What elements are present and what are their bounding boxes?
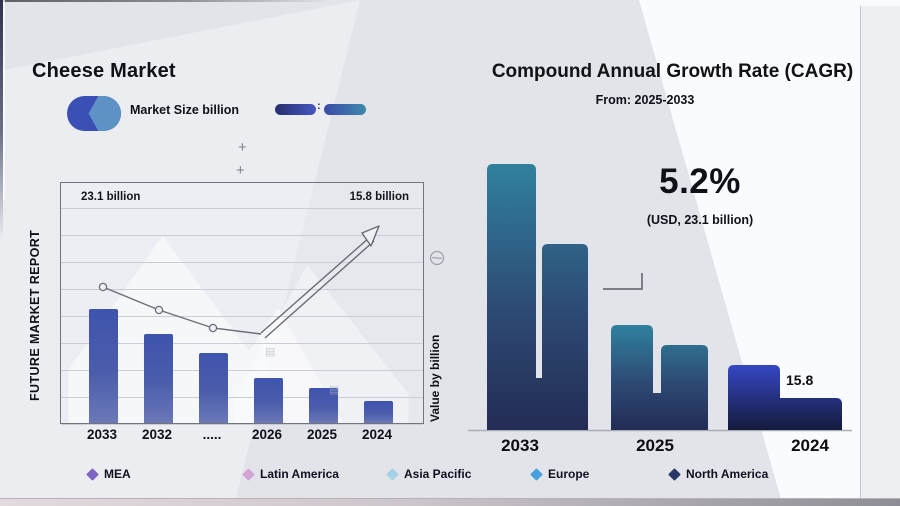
table-watermark-icon: ▤ bbox=[265, 346, 276, 358]
future-market-report-watermark: FUTURE MARKET REPORT bbox=[28, 229, 42, 402]
ratio-colon: : bbox=[317, 100, 321, 112]
x-axis-label: 2025 bbox=[636, 436, 674, 455]
right-chart-title: Compound Annual Growth Rate (CAGR) bbox=[491, 61, 854, 82]
x-axis-label: 2033 bbox=[86, 427, 118, 442]
legend-label: MEA bbox=[104, 467, 131, 481]
end-value-label: 15.8 billion bbox=[349, 191, 409, 203]
market-size-bar-chart: 23.1 billion 15.8 billion ▤ ▤ bbox=[60, 182, 424, 425]
legend-label: Latin America bbox=[260, 467, 339, 481]
legend-label: North America bbox=[686, 467, 769, 481]
corner-bracket-decoration bbox=[641, 273, 643, 289]
diamond-icon bbox=[242, 468, 255, 481]
pair-2025 bbox=[611, 325, 708, 430]
circle-minus-icon bbox=[429, 250, 445, 266]
plus-mark-icon: + bbox=[236, 162, 245, 179]
background-right-band bbox=[860, 6, 900, 499]
bar-2024 bbox=[364, 401, 393, 423]
legend-label: Europe bbox=[548, 467, 590, 481]
bar-2033 bbox=[89, 309, 118, 423]
x-axis-label: 2033 bbox=[501, 436, 539, 455]
left-edge-highlight bbox=[3, 0, 5, 200]
table-watermark-icon: ▤ bbox=[329, 384, 340, 396]
bar-2026 bbox=[254, 378, 283, 423]
market-size-legend-label: Market Size billion bbox=[130, 103, 240, 117]
bottom-band bbox=[0, 498, 900, 506]
cagr-value: 5.2% bbox=[659, 162, 741, 201]
x-axis-label: 2024 bbox=[361, 427, 393, 442]
bar-value-label: 15.8 bbox=[786, 372, 814, 388]
x-axis-label: 2032 bbox=[141, 427, 173, 442]
x-axis-label: ..... bbox=[202, 427, 222, 442]
bar-dots bbox=[199, 353, 228, 423]
cagr-note: (USD, 23.1 billion) bbox=[646, 213, 754, 227]
x-axis-label: 2024 bbox=[791, 436, 829, 455]
pair-2024 bbox=[728, 365, 842, 430]
bar-2032 bbox=[144, 334, 173, 423]
market-size-capsule-icon bbox=[67, 96, 121, 131]
cagr-paired-bars bbox=[468, 164, 852, 432]
ratio-pill-right-icon bbox=[324, 104, 366, 115]
value-axis-label: Value by billion bbox=[428, 334, 442, 422]
legend-label: Asia Pacific bbox=[404, 467, 472, 481]
start-value-label: 23.1 billion bbox=[81, 191, 141, 203]
ratio-pill-left-icon bbox=[275, 104, 316, 115]
diamond-icon bbox=[530, 468, 543, 481]
left-edge-line bbox=[0, 0, 3, 240]
top-edge-line bbox=[0, 0, 330, 2]
left-chart-title: Cheese Market bbox=[32, 60, 176, 82]
diamond-icon bbox=[668, 468, 681, 481]
plus-mark-icon: + bbox=[238, 139, 247, 156]
corner-bracket-decoration bbox=[603, 288, 643, 290]
x-axis-label: 2026 bbox=[251, 427, 283, 442]
x-axis-label: 2025 bbox=[306, 427, 338, 442]
diamond-icon bbox=[386, 468, 399, 481]
right-chart-subtitle: From: 2025-2033 bbox=[595, 93, 695, 107]
pair-2033 bbox=[487, 164, 588, 430]
trend-line-and-arrow bbox=[98, 225, 380, 339]
bar-2025 bbox=[309, 388, 338, 423]
